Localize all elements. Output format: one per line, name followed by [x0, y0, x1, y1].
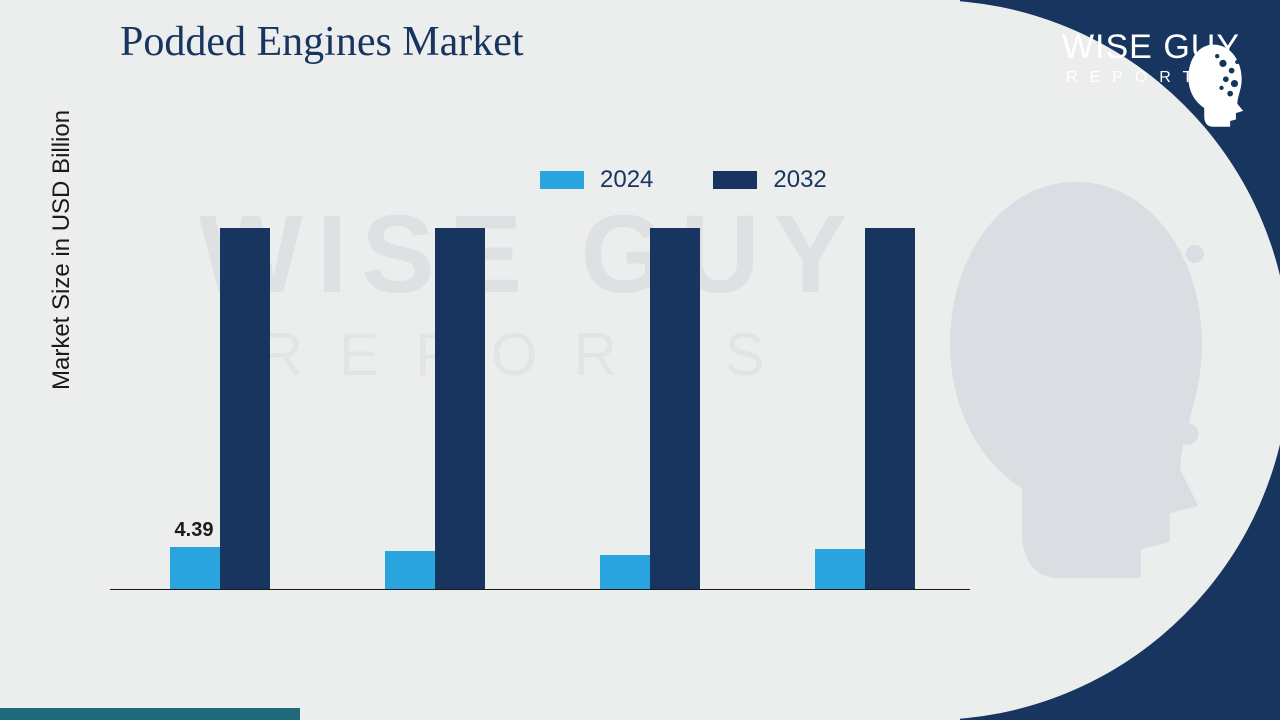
bar-2024	[170, 547, 220, 589]
legend-item-2024: 2024	[540, 166, 653, 194]
legend-item-2032: 2032	[713, 166, 826, 194]
bar-2024	[815, 549, 865, 589]
chart-title: Podded Engines Market	[120, 18, 524, 66]
legend-label-2032: 2032	[773, 166, 826, 194]
legend-swatch-2032	[713, 171, 757, 189]
bar-2032	[865, 228, 915, 589]
bar-value-label: 4.39	[164, 519, 224, 542]
bar-2024	[600, 555, 650, 589]
bar-2024	[385, 551, 435, 589]
bar-2032	[435, 228, 485, 589]
bar-2032	[650, 228, 700, 589]
brand-logo: WISE GUY REPORTS	[1062, 28, 1240, 87]
stage: WISE GUY REPORTS Podded Engines Market W…	[0, 0, 1280, 720]
legend: 2024 2032	[540, 166, 827, 194]
brand-word-wise: WISE	[1062, 28, 1153, 66]
legend-label-2024: 2024	[600, 166, 653, 194]
bar-2032	[220, 228, 270, 589]
chart-plot-area: 4.39DieselPoddedEnginesHybridPoddedEngin…	[110, 210, 970, 590]
y-axis-label: Market Size in USD Billion	[48, 110, 76, 390]
legend-swatch-2024	[540, 171, 584, 189]
brand-head-icon	[1174, 40, 1246, 130]
bottom-accent-bar	[0, 708, 300, 720]
x-axis-baseline	[110, 589, 970, 590]
